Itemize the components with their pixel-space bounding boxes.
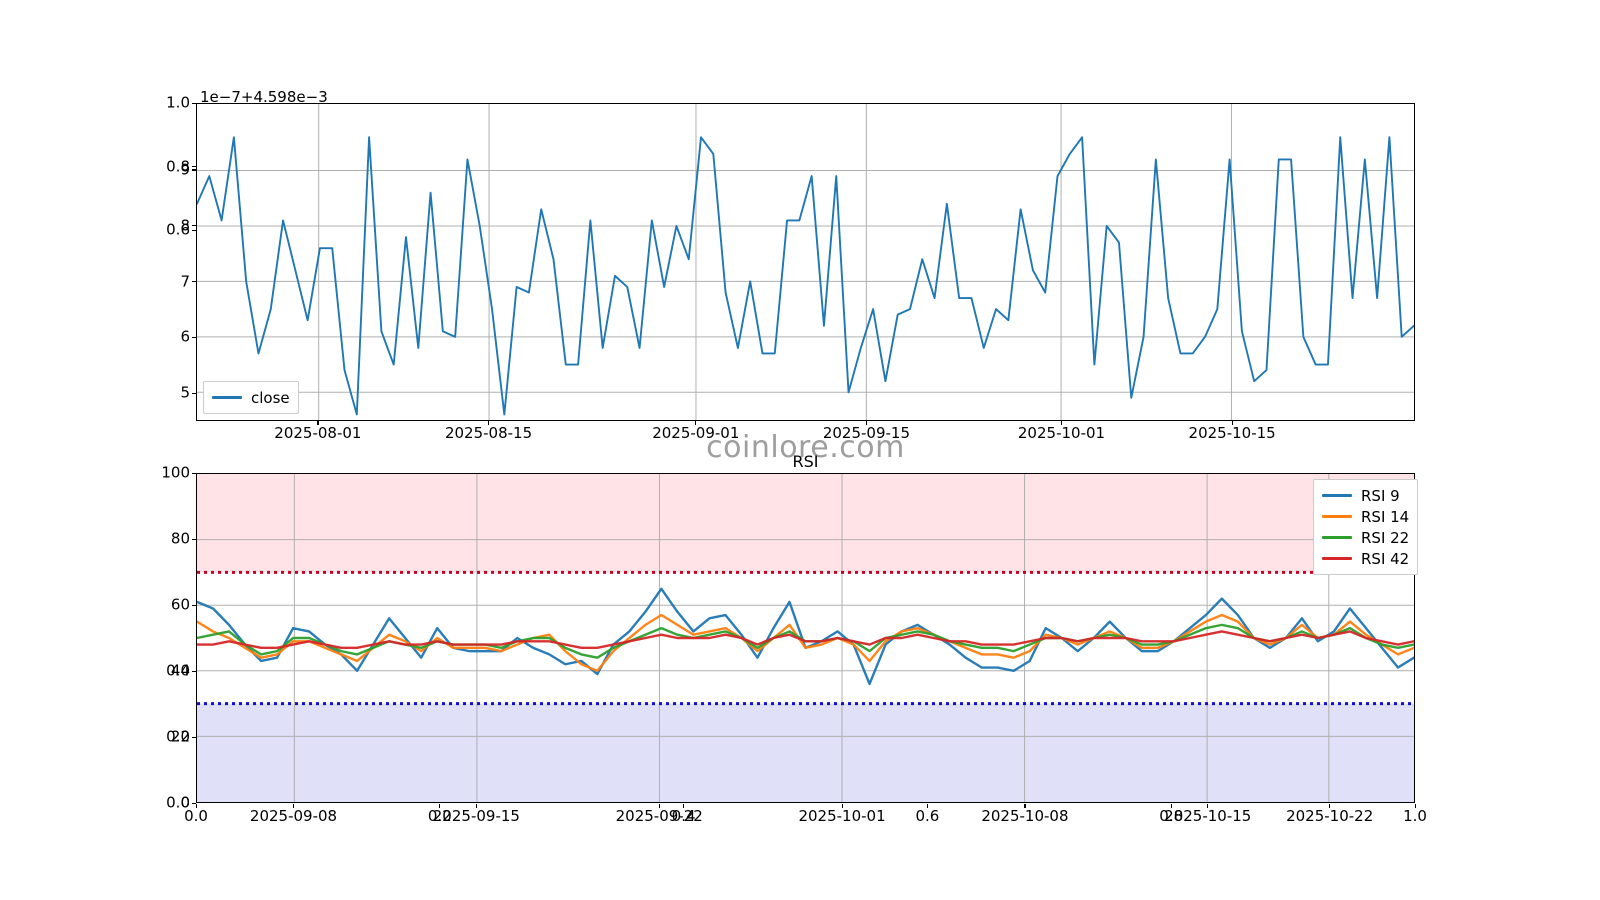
rsi-ytick-mark [192, 472, 196, 474]
rsi-ytick-40: 40 [170, 661, 190, 680]
legend-line-swatch-icon [1322, 536, 1352, 539]
price-ytick-mark [192, 392, 196, 394]
rsi-unit-xtick-mark [195, 804, 197, 808]
price-xtick-mark [1060, 421, 1063, 425]
rsi-band-overbought [197, 474, 1414, 573]
rsi-legend-label: RSI 42 [1361, 549, 1410, 568]
rsi-xtick-2025-09-15: 2025-09-15 [432, 807, 520, 825]
price-xtick-2025-09-01: 2025-09-01 [652, 424, 740, 442]
price-xtick-mark [488, 421, 490, 425]
rsi-xtick-2025-10-22: 2025-10-22 [1286, 807, 1374, 825]
rsi-line-rsi-14 [197, 615, 1414, 671]
rsi-unit-ytick-0.4: 0.4 [166, 661, 190, 680]
rsi-legend-label: RSI 9 [1361, 486, 1400, 505]
price-xtick-2025-08-01: 2025-08-01 [274, 424, 362, 442]
rsi-unit-xtick-mark [926, 804, 929, 808]
rsi-ytick-80: 80 [170, 529, 190, 548]
rsi-line-plot [197, 474, 1414, 802]
rsi-unit-xtick-mark [1170, 804, 1172, 808]
rsi-xtick-mark [293, 804, 295, 808]
rsi-legend-entry[interactable]: RSI 42 [1322, 548, 1409, 569]
price-ytick-9: 9 [180, 160, 190, 179]
price-ytick-6: 6 [180, 327, 190, 346]
rsi-unit-ytick-mark [192, 670, 196, 672]
price-ytick-mark [192, 169, 196, 171]
rsi-unit-xtick-0.4: 0.4 [671, 807, 696, 825]
rsi-ytick-60: 60 [170, 595, 190, 614]
rsi-xtick-2025-10-01: 2025-10-01 [798, 807, 886, 825]
rsi-unit-ytick-mark [192, 736, 196, 738]
rsi-unit-xtick-0.2: 0.2 [427, 807, 452, 825]
y-axis-offset-label: 1e−7+4.598e−3 [200, 88, 328, 106]
price-xtick-mark [695, 421, 697, 425]
legend-line-swatch-icon [1322, 557, 1352, 560]
price-legend-label: close [251, 388, 290, 407]
price-unit-ytick-0.6: 0.6 [166, 220, 190, 239]
rsi-ytick-20: 20 [170, 727, 190, 746]
rsi-unit-xtick-0.6: 0.6 [915, 807, 940, 825]
rsi-ytick-0: 0 [180, 793, 190, 812]
price-xtick-mark [317, 421, 319, 425]
rsi-xtick-2025-10-15: 2025-10-15 [1164, 807, 1252, 825]
rsi-line-rsi-9 [197, 589, 1414, 684]
rsi-unit-xtick-0.0: 0.0 [184, 807, 208, 825]
rsi-legend-label: RSI 14 [1361, 507, 1410, 526]
rsi-ytick-100: 100 [161, 463, 190, 482]
price-ytick-7: 7 [180, 272, 190, 291]
price-ytick-mark [192, 225, 196, 227]
rsi-unit-xtick-mark [439, 804, 441, 808]
rsi-xtick-mark [841, 804, 843, 808]
rsi-unit-ytick-0.2: 0.2 [166, 727, 190, 746]
legend-line-swatch-icon [1322, 494, 1352, 497]
price-xtick-2025-10-01: 2025-10-01 [1017, 424, 1106, 442]
price-unit-ytick-0.8: 0.8 [166, 157, 190, 176]
price-ytick-mark [192, 281, 196, 283]
rsi-legend-label: RSI 22 [1361, 528, 1410, 547]
rsi-band-oversold [197, 703, 1414, 802]
price-xtick-2025-09-15: 2025-09-15 [822, 424, 911, 442]
rsi-unit-ytick-mark [192, 802, 196, 804]
rsi-unit-ytick-0.0: 0.0 [166, 793, 190, 812]
rsi-xtick-mark [1207, 804, 1209, 808]
rsi-line-rsi-42 [197, 631, 1414, 647]
price-chart-axes [196, 103, 1415, 421]
price-legend-entry[interactable]: close [212, 387, 290, 408]
rsi-legend-entry[interactable]: RSI 22 [1322, 527, 1409, 548]
rsi-panel-title: RSI [792, 452, 819, 471]
price-ytick-5: 5 [180, 383, 190, 402]
rsi-xtick-2025-10-08: 2025-10-08 [981, 807, 1069, 825]
price-line-plot [197, 104, 1414, 420]
legend-line-swatch-icon [1322, 515, 1352, 518]
rsi-unit-xtick-mark [1414, 804, 1416, 808]
rsi-unit-xtick-mark [683, 804, 685, 808]
close-price-line [197, 137, 1414, 414]
rsi-xtick-mark [1024, 804, 1026, 808]
rsi-xtick-mark [475, 804, 478, 808]
price-legend[interactable]: close [203, 381, 299, 414]
rsi-ytick-mark [192, 604, 196, 606]
price-unit-ytick-mark [192, 229, 196, 231]
rsi-legend-entry[interactable]: RSI 9 [1322, 485, 1409, 506]
rsi-chart-axes [196, 473, 1415, 803]
rsi-xtick-mark [1329, 804, 1331, 808]
rsi-unit-xtick-1.0: 1.0 [1403, 807, 1427, 825]
rsi-ytick-mark [192, 538, 196, 540]
price-xtick-2025-10-15: 2025-10-15 [1188, 424, 1276, 442]
rsi-legend-entry[interactable]: RSI 14 [1322, 506, 1409, 527]
price-ytick-mark [192, 336, 196, 338]
price-xtick-mark [1231, 421, 1233, 425]
legend-line-swatch-icon [212, 396, 242, 399]
price-xtick-2025-08-15: 2025-08-15 [444, 424, 533, 442]
rsi-xtick-mark [658, 804, 660, 808]
price-unit-ytick-1.0: 1.0 [166, 93, 190, 112]
price-unit-ytick-mark [192, 166, 196, 168]
price-unit-ytick-mark [192, 102, 196, 104]
rsi-unit-xtick-0.8: 0.8 [1159, 807, 1184, 825]
price-xtick-mark [865, 421, 868, 425]
rsi-legend[interactable]: RSI 9 RSI 14 RSI 22 RSI 42 [1313, 479, 1419, 575]
price-ytick-8: 8 [180, 216, 190, 235]
rsi-xtick-2025-09-22: 2025-09-22 [615, 807, 703, 825]
rsi-xtick-2025-09-08: 2025-09-08 [249, 807, 338, 825]
